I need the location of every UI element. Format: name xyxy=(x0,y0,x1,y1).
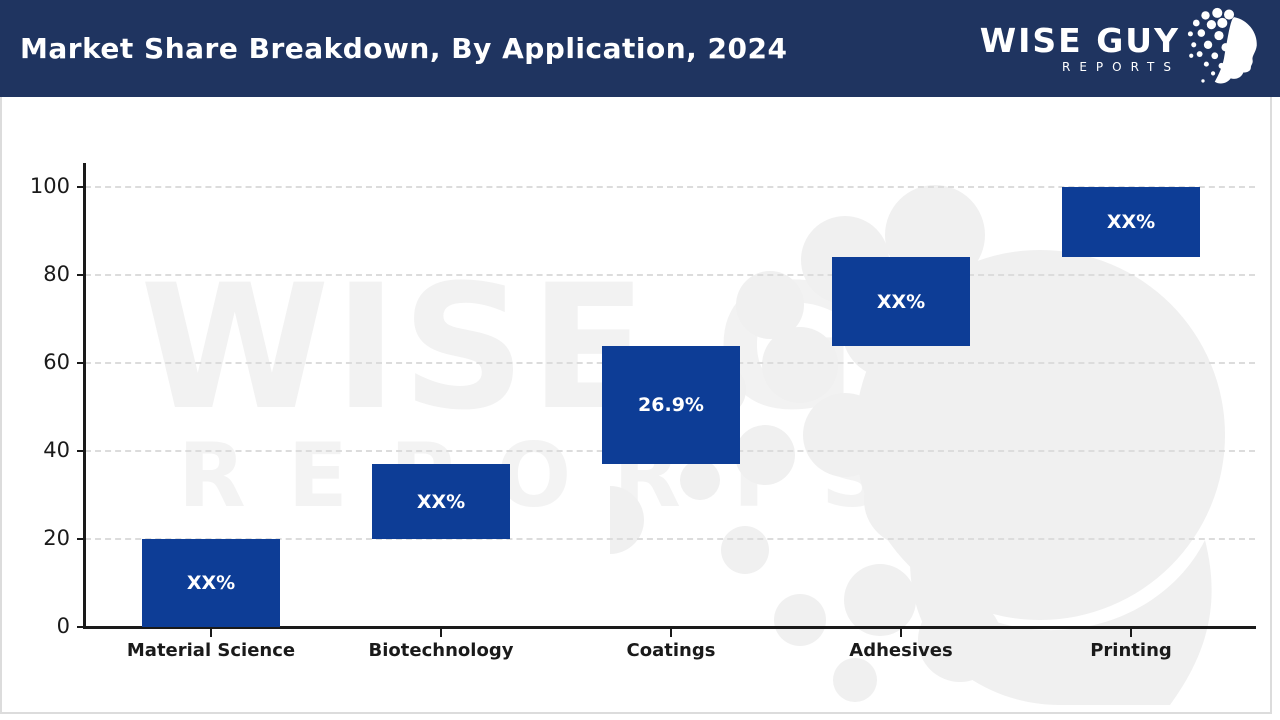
y-tick-label: 40 xyxy=(43,438,70,462)
header-bar: Market Share Breakdown, By Application, … xyxy=(0,0,1280,97)
x-tick-label-coatings: Coatings xyxy=(626,640,716,661)
logo-subtitle: REPORTS xyxy=(1061,59,1180,74)
y-tick-mark xyxy=(77,274,85,276)
y-tick-mark xyxy=(77,450,85,452)
y-tick-mark xyxy=(77,538,85,540)
bar-value-label: XX% xyxy=(1106,211,1156,234)
logo-text: WISE GUY REPORTS xyxy=(980,24,1180,74)
bar-value-label: XX% xyxy=(186,572,236,594)
bar-printing: XX% xyxy=(1062,187,1200,258)
page-title: Market Share Breakdown, By Application, … xyxy=(20,32,788,65)
wise-guy-logo: WISE GUY REPORTS xyxy=(980,6,1266,92)
x-tick-mark xyxy=(900,629,902,637)
y-tick-mark xyxy=(77,186,85,188)
logo-wordmark: WISE GUY xyxy=(979,20,1180,60)
x-tick-label-material-science: Material Science xyxy=(126,640,296,661)
y-tick-label: 20 xyxy=(43,526,70,550)
x-tick-mark xyxy=(670,629,672,637)
bar-value-label: 26.9% xyxy=(638,394,704,416)
x-tick-mark xyxy=(440,629,442,637)
bar-biotechnology: XX% xyxy=(372,464,510,539)
x-axis-line xyxy=(83,626,1256,629)
gridline-100 xyxy=(85,186,1255,188)
gridline-80 xyxy=(85,274,1255,276)
bar-adhesives: XX% xyxy=(832,257,970,346)
y-tick-label: 100 xyxy=(29,174,70,198)
bar-value-label: XX% xyxy=(876,290,926,313)
x-tick-label-biotechnology: Biotechnology xyxy=(368,640,514,661)
bar-material-science: XX% xyxy=(142,539,280,627)
gridline-20 xyxy=(85,538,1255,540)
bar-value-label: XX% xyxy=(416,490,466,513)
bar-coatings: 26.9% xyxy=(602,345,740,465)
y-tick-mark xyxy=(77,362,85,364)
y-axis-line xyxy=(83,163,86,629)
y-tick-label: 0 xyxy=(56,614,70,638)
x-tick-label-printing: Printing xyxy=(1090,640,1172,661)
logo-face-dots-icon xyxy=(1187,7,1257,84)
x-tick-mark xyxy=(210,629,212,637)
y-tick-label: 80 xyxy=(43,262,70,286)
x-tick-label-adhesives: Adhesives xyxy=(849,640,953,661)
x-tick-mark xyxy=(1130,629,1132,637)
y-tick-mark xyxy=(77,626,85,628)
y-tick-label: 60 xyxy=(43,350,70,374)
